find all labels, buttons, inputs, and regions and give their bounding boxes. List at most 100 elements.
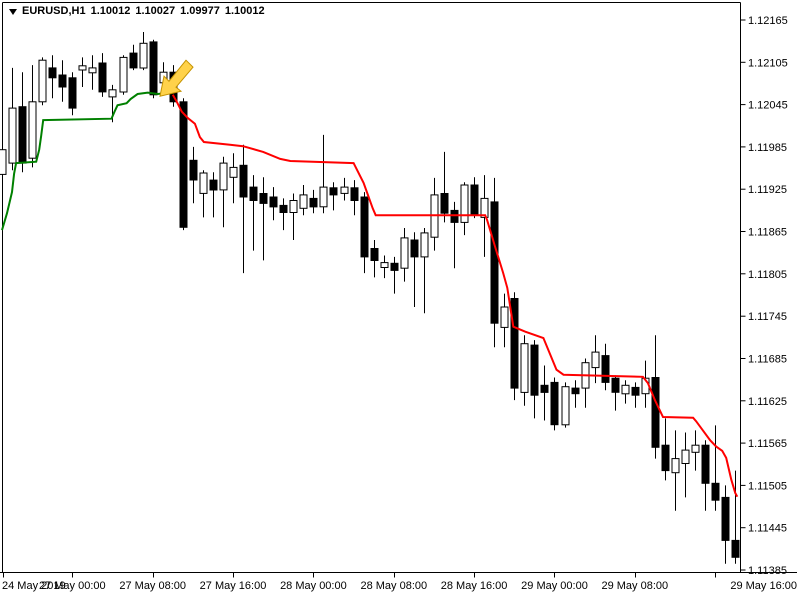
trend-reversal-arrow-icon [159, 59, 194, 97]
candle [490, 177, 499, 348]
candle [571, 380, 580, 408]
candle [219, 156, 228, 228]
x-axis-label: 27 May 00:00 [39, 580, 106, 592]
y-axis-label: 1.11385 [748, 565, 787, 577]
candle [98, 53, 107, 97]
candle [279, 198, 288, 231]
y-axis-label: 1.11925 [748, 184, 787, 196]
candle [671, 430, 680, 511]
candle [661, 418, 670, 481]
candle [390, 256, 399, 294]
chevron-down-icon[interactable] [9, 8, 17, 15]
candle [129, 44, 138, 71]
candle [410, 232, 419, 307]
candle [500, 293, 509, 348]
candle [139, 32, 148, 71]
close-value: 1.10012 [224, 5, 265, 17]
candle [18, 72, 27, 173]
candle [78, 57, 87, 87]
candle [430, 177, 439, 251]
candle [58, 60, 67, 102]
x-axis-label: 28 May 16:00 [441, 580, 508, 592]
symbol-period-label: EURUSD,H1 [22, 5, 86, 17]
candle [299, 185, 308, 216]
y-axis-label: 1.11565 [748, 438, 787, 450]
candle [370, 240, 379, 278]
candle [259, 177, 268, 261]
candle [561, 382, 570, 428]
candle [400, 228, 409, 282]
candle [711, 425, 720, 511]
candle [470, 177, 479, 219]
candle [350, 180, 359, 216]
candle [360, 192, 369, 274]
x-axis-label: 29 May 16:00 [730, 580, 797, 592]
x-axis-label: 27 May 16:00 [200, 580, 267, 592]
y-axis-label: 1.12045 [748, 100, 788, 112]
candle [209, 172, 218, 218]
candle [229, 153, 238, 204]
candle [651, 335, 660, 459]
y-axis-label: 1.11625 [748, 396, 787, 408]
candle [581, 358, 590, 408]
candle [450, 201, 459, 269]
y-axis-label: 1.12165 [748, 15, 788, 27]
candle [380, 255, 389, 279]
candle [189, 146, 198, 204]
candle [691, 430, 700, 471]
x-axis-label: 29 May 00:00 [521, 580, 588, 592]
candle [28, 65, 37, 168]
candle [420, 228, 429, 314]
candle [701, 440, 710, 511]
y-axis-label: 1.12105 [748, 57, 788, 69]
candle [611, 375, 620, 411]
candle [8, 67, 17, 171]
high-value: 1.10027 [135, 5, 176, 17]
candle [681, 432, 690, 498]
candle [319, 134, 328, 214]
y-axis-label: 1.11505 [748, 480, 787, 492]
x-axis-label: 24 May 2019 [2, 580, 66, 592]
y-axis-label: 1.11445 [748, 523, 787, 535]
y-axis-label: 1.11805 [748, 269, 787, 281]
candle [621, 380, 630, 404]
candle [119, 55, 128, 95]
candle [460, 182, 469, 236]
y-axis-label: 1.11745 [748, 311, 787, 323]
candle [340, 177, 349, 201]
candle [48, 55, 57, 99]
candle [269, 187, 278, 221]
uptrend-indicator-line [1, 90, 174, 231]
x-axis-label: 28 May 08:00 [360, 580, 427, 592]
candle [540, 365, 549, 421]
candle [631, 382, 640, 408]
chart-title: EURUSD,H1 1.10012 1.10027 1.09977 1.1001… [9, 5, 270, 17]
candle [510, 292, 519, 401]
candle [239, 144, 248, 274]
x-axis-label: 28 May 00:00 [280, 580, 347, 592]
candle [38, 57, 47, 106]
candle [721, 485, 730, 564]
candle [440, 151, 449, 223]
candle [179, 98, 188, 231]
x-axis-label: 29 May 08:00 [601, 580, 668, 592]
candle [520, 335, 529, 406]
downtrend-indicator-line [171, 94, 739, 498]
candle [329, 182, 338, 211]
candle [731, 470, 740, 564]
candle [530, 340, 539, 419]
y-axis-label: 1.11685 [748, 354, 787, 366]
candle [249, 175, 258, 251]
candle [88, 55, 97, 90]
chart-frame [0, 2, 797, 573]
y-axis-label: 1.11865 [748, 227, 787, 239]
open-value: 1.10012 [90, 5, 131, 17]
price-scale[interactable]: 1.12165 1.12105 1.12045 1.11985 1.11925 1.118… [740, 15, 788, 577]
x-axis-label: 27 May 08:00 [119, 580, 186, 592]
candle [68, 72, 77, 116]
candle [550, 377, 559, 431]
candles-layer [0, 32, 740, 564]
